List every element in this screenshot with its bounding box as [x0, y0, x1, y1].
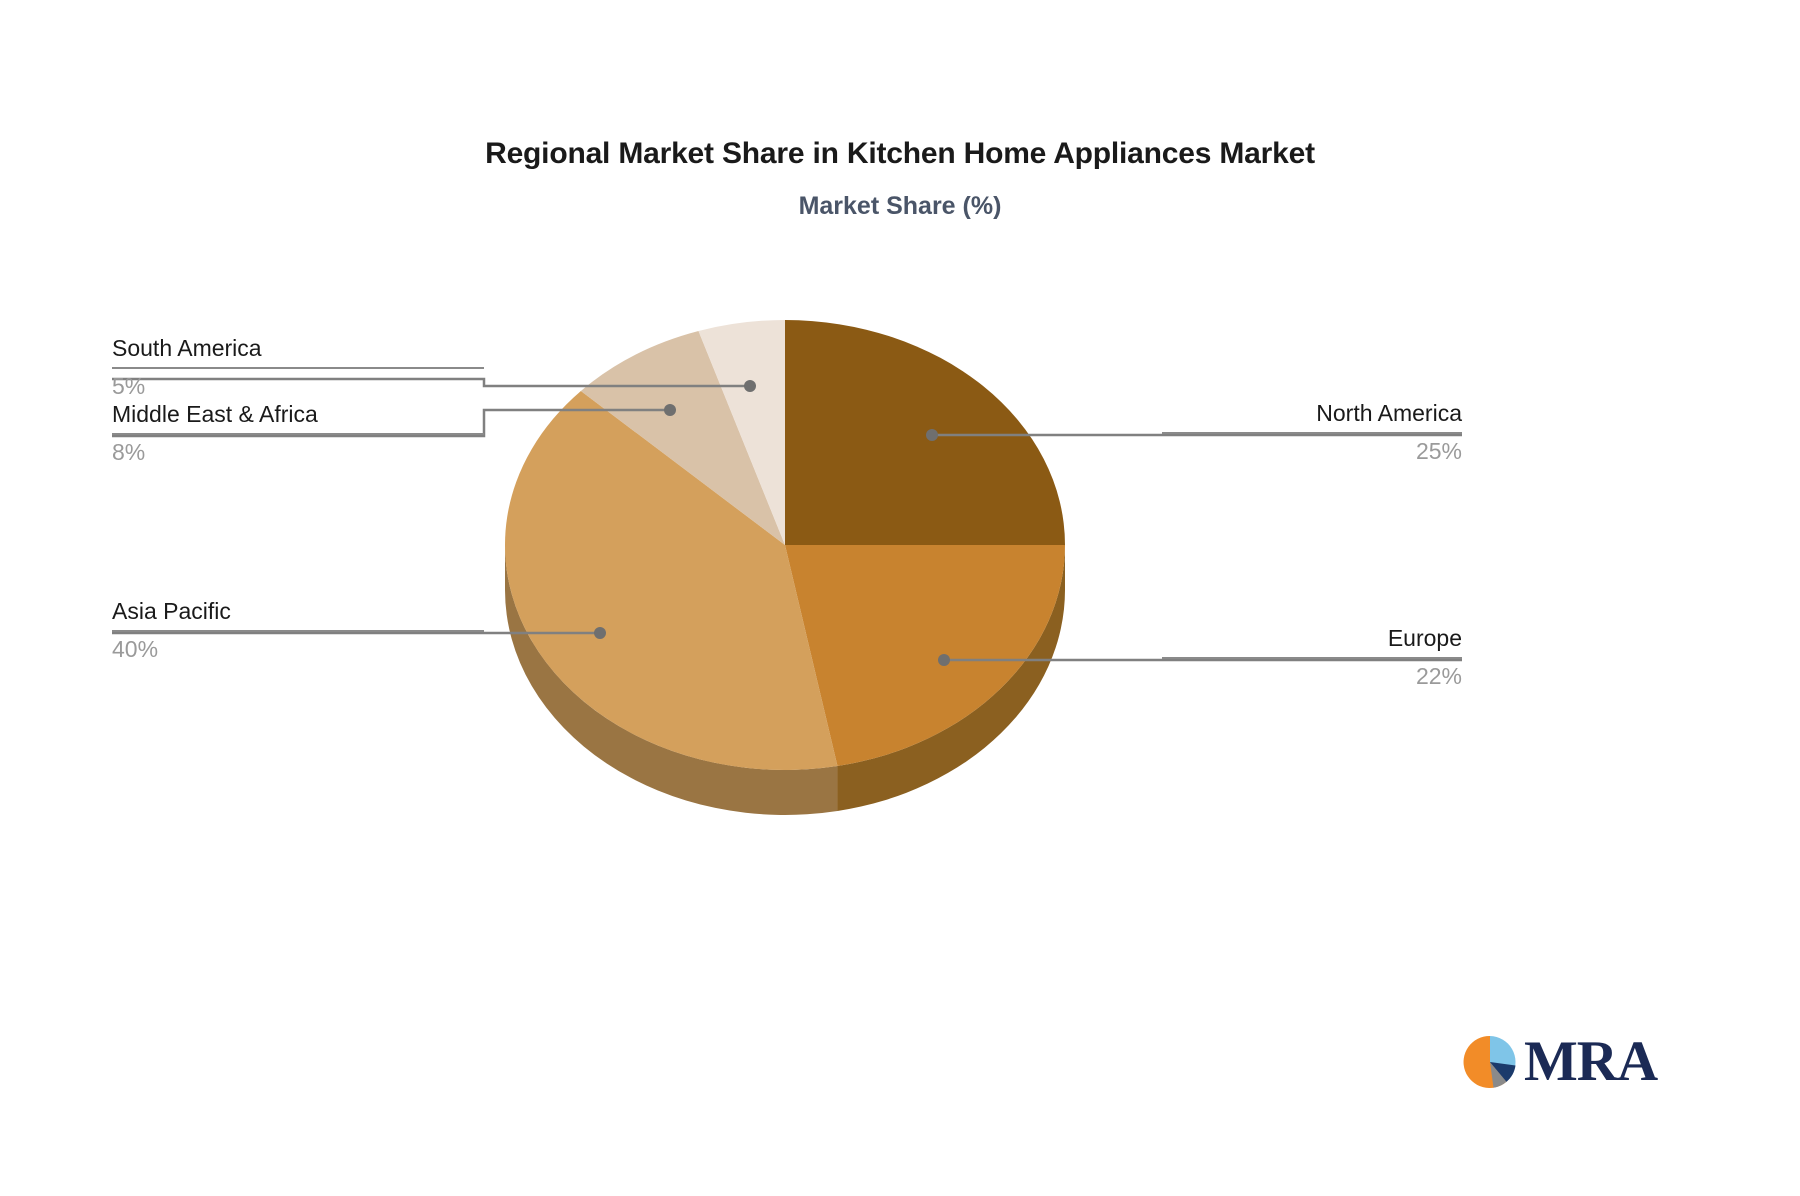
pie-slice-asia-pacific: [504, 390, 838, 770]
label-name-north-america: North America: [1316, 400, 1462, 426]
leader-middle-east-africa: [112, 408, 668, 438]
pie-slice-middle-east-africa: [580, 331, 785, 545]
chart-title: Regional Market Share in Kitchen Home Ap…: [485, 137, 1315, 170]
leader-dot-europe: [938, 654, 950, 666]
label-middle-east-africa: Middle East & Africa 8%: [112, 399, 484, 467]
label-rule-asia-pacific: [112, 630, 484, 632]
label-value-asia-pacific: 40%: [112, 636, 159, 662]
label-name-south-america: South America: [112, 335, 262, 361]
mra-logo: MRA: [1462, 1030, 1658, 1093]
label-value-south-america: 5%: [112, 373, 146, 399]
leader-south-america: [112, 377, 748, 388]
label-asia-pacific: Asia Pacific 40%: [112, 596, 484, 664]
label-europe: Europe 22%: [1162, 623, 1462, 691]
label-rule-europe: [1162, 657, 1462, 659]
label-value-europe: 22%: [1415, 663, 1462, 689]
pie-top-face: [504, 320, 1065, 770]
leader-dot-south-america: [744, 380, 756, 392]
label-north-america: North America 25%: [1162, 398, 1462, 466]
pie-side-europe: [837, 545, 1065, 812]
pie-slice-europe: [785, 545, 1065, 767]
mra-wordmark: MRA: [1524, 1030, 1658, 1093]
label-rule-middle-east-africa: [112, 433, 484, 435]
label-value-north-america: 25%: [1415, 438, 1462, 464]
label-rule-north-america: [1162, 432, 1462, 434]
leader-dot-north-america: [926, 429, 938, 441]
mra-pie-mark-icon: [1463, 1035, 1516, 1088]
label-name-middle-east-africa: Middle East & Africa: [112, 401, 318, 427]
pie-slice-south-america: [698, 320, 785, 545]
label-south-america: South America 5%: [112, 333, 484, 401]
pie-side-asia-pacific: [505, 545, 838, 816]
label-rule-south-america: [112, 367, 484, 369]
chart-subtitle: Market Share (%): [798, 192, 1002, 220]
label-value-middle-east-africa: 8%: [112, 439, 146, 465]
label-name-europe: Europe: [1387, 625, 1462, 651]
leader-lines: [112, 377, 1462, 666]
leader-dot-middle-east-africa: [664, 404, 676, 416]
label-name-asia-pacific: Asia Pacific: [112, 598, 231, 624]
leader-dot-asia-pacific: [594, 627, 606, 639]
pie-3d-side-walls: [505, 545, 1065, 816]
pie-slice-north-america: [785, 320, 1065, 545]
